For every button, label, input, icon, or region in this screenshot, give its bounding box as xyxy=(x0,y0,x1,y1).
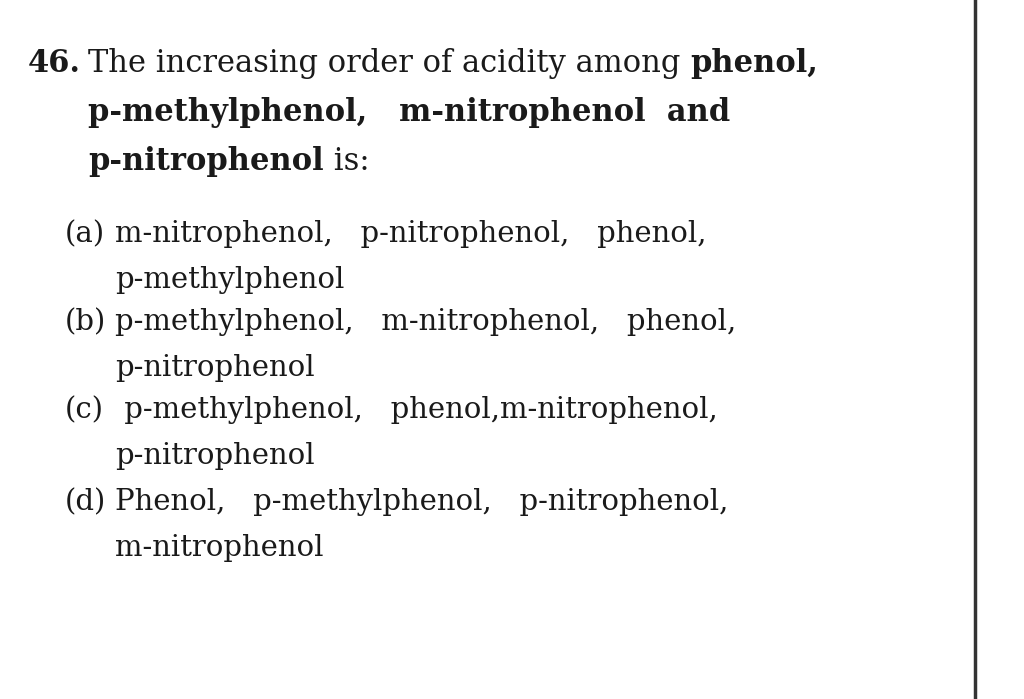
Text: p-nitrophenol: p-nitrophenol xyxy=(88,146,324,177)
Text: p-nitrophenol: p-nitrophenol xyxy=(115,442,314,470)
Text: p-nitrophenol: p-nitrophenol xyxy=(115,354,314,382)
Text: p-methylphenol,   phenol,m-nitrophenol,: p-methylphenol, phenol,m-nitrophenol, xyxy=(115,396,718,424)
Text: (a): (a) xyxy=(65,220,105,248)
Text: The increasing order of acidity among: The increasing order of acidity among xyxy=(88,48,690,79)
Text: p-methylphenol,   m-nitrophenol  and: p-methylphenol, m-nitrophenol and xyxy=(88,97,730,128)
Text: p-methylphenol,   m-nitrophenol,   phenol,: p-methylphenol, m-nitrophenol, phenol, xyxy=(115,308,736,336)
Text: m-nitrophenol: m-nitrophenol xyxy=(115,534,324,562)
Text: phenol,: phenol, xyxy=(690,48,818,79)
Text: is:: is: xyxy=(324,146,370,177)
Text: m-nitrophenol,   p-nitrophenol,   phenol,: m-nitrophenol, p-nitrophenol, phenol, xyxy=(115,220,707,248)
Text: Phenol,   p-methylphenol,   p-nitrophenol,: Phenol, p-methylphenol, p-nitrophenol, xyxy=(115,488,728,516)
Text: (b): (b) xyxy=(65,308,106,336)
Text: 46.: 46. xyxy=(28,48,81,79)
Text: (c): (c) xyxy=(65,396,104,424)
Text: p-methylphenol: p-methylphenol xyxy=(115,266,344,294)
Text: (d): (d) xyxy=(65,488,106,516)
